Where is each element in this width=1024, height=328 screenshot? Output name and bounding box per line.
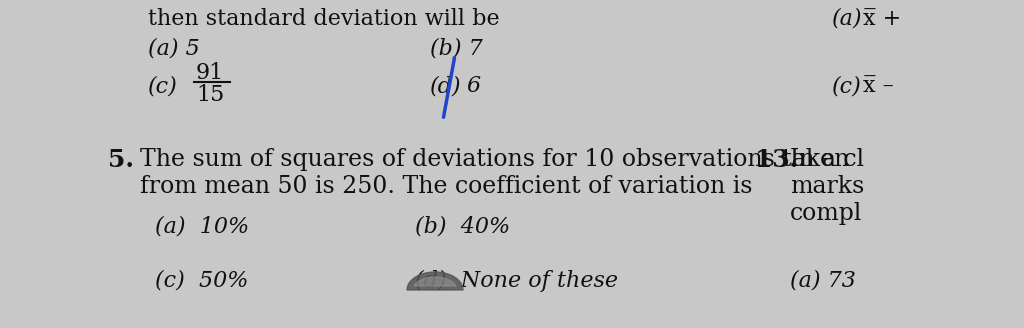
Text: then standard deviation will be: then standard deviation will be <box>148 8 500 30</box>
Text: In a cl: In a cl <box>790 148 864 171</box>
Text: (c): (c) <box>148 75 178 97</box>
Text: (b)  40%: (b) 40% <box>415 216 510 238</box>
Text: (d)  None of these: (d) None of these <box>415 270 618 292</box>
Polygon shape <box>414 277 456 286</box>
Text: 5.: 5. <box>108 148 134 172</box>
Polygon shape <box>407 272 463 290</box>
Text: from mean 50 is 250. The coefficient of variation is: from mean 50 is 250. The coefficient of … <box>140 175 753 198</box>
Text: 91: 91 <box>196 62 224 84</box>
Text: x̅ –: x̅ – <box>863 75 894 97</box>
Text: x̅ +: x̅ + <box>863 8 901 30</box>
Text: 13.: 13. <box>755 148 799 172</box>
Text: 15: 15 <box>196 84 224 106</box>
Text: (a) 73: (a) 73 <box>790 270 856 292</box>
Text: (c): (c) <box>831 75 862 97</box>
Text: The sum of squares of deviations for 10 observations taken: The sum of squares of deviations for 10 … <box>140 148 849 171</box>
Text: compl: compl <box>790 202 862 225</box>
Text: (d): (d) <box>430 75 462 97</box>
Text: (a) 5: (a) 5 <box>148 38 200 60</box>
Text: marks: marks <box>790 175 864 198</box>
Text: 6: 6 <box>466 75 480 97</box>
Text: (c)  50%: (c) 50% <box>155 270 249 292</box>
Text: (a): (a) <box>831 8 862 30</box>
Text: (b) 7: (b) 7 <box>430 38 482 60</box>
Text: (a)  10%: (a) 10% <box>155 216 249 238</box>
